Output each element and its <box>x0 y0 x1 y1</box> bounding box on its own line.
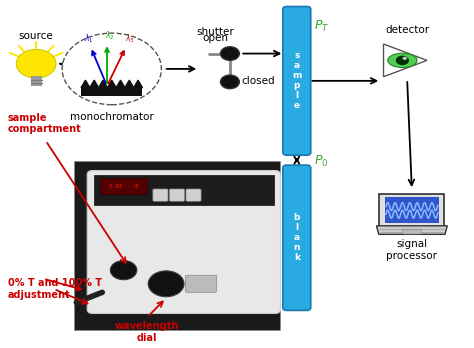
Text: shutter: shutter <box>197 26 235 37</box>
Polygon shape <box>376 226 447 234</box>
FancyBboxPatch shape <box>31 77 42 86</box>
Polygon shape <box>81 80 90 88</box>
Circle shape <box>396 56 409 65</box>
FancyBboxPatch shape <box>186 189 201 201</box>
Polygon shape <box>125 80 134 88</box>
Text: 0% T and 100% T
adjustment: 0% T and 100% T adjustment <box>8 278 102 300</box>
Text: source: source <box>19 31 54 41</box>
FancyBboxPatch shape <box>81 88 143 96</box>
FancyBboxPatch shape <box>94 175 274 205</box>
FancyBboxPatch shape <box>74 161 280 330</box>
Text: $\lambda_2$: $\lambda_2$ <box>105 29 114 42</box>
Circle shape <box>402 57 407 60</box>
Circle shape <box>220 47 239 61</box>
Text: $\lambda_3$: $\lambda_3$ <box>125 33 135 45</box>
FancyBboxPatch shape <box>283 165 311 310</box>
Text: signal
processor: signal processor <box>386 239 438 261</box>
Text: $\lambda_1$: $\lambda_1$ <box>84 33 94 45</box>
Circle shape <box>148 271 184 297</box>
Text: monochromator: monochromator <box>70 112 154 121</box>
FancyBboxPatch shape <box>385 197 439 223</box>
Ellipse shape <box>388 53 417 68</box>
Text: b
l
a
n
k: b l a n k <box>293 213 300 262</box>
Polygon shape <box>90 80 99 88</box>
Text: $P_0$: $P_0$ <box>314 153 328 168</box>
Polygon shape <box>116 80 125 88</box>
Text: wavelength
dial: wavelength dial <box>115 321 179 343</box>
FancyBboxPatch shape <box>185 275 217 292</box>
FancyBboxPatch shape <box>87 171 281 314</box>
FancyBboxPatch shape <box>283 7 311 155</box>
Circle shape <box>220 75 239 89</box>
Text: detector: detector <box>385 25 429 35</box>
Text: s
a
m
p
l
e: s a m p l e <box>292 51 301 110</box>
FancyBboxPatch shape <box>100 179 147 194</box>
Text: open: open <box>203 33 229 44</box>
Circle shape <box>110 261 137 280</box>
Text: closed: closed <box>242 76 275 86</box>
Text: sample
compartment: sample compartment <box>8 113 82 134</box>
Polygon shape <box>134 80 143 88</box>
Text: 5.93   .8: 5.93 .8 <box>109 184 138 189</box>
Polygon shape <box>99 80 108 88</box>
Text: $P_T$: $P_T$ <box>314 19 329 34</box>
Circle shape <box>16 49 56 78</box>
Circle shape <box>62 33 161 105</box>
Polygon shape <box>108 80 116 88</box>
FancyBboxPatch shape <box>169 189 184 201</box>
FancyBboxPatch shape <box>379 194 445 227</box>
Polygon shape <box>383 44 427 77</box>
FancyBboxPatch shape <box>153 189 168 201</box>
FancyBboxPatch shape <box>402 229 421 234</box>
